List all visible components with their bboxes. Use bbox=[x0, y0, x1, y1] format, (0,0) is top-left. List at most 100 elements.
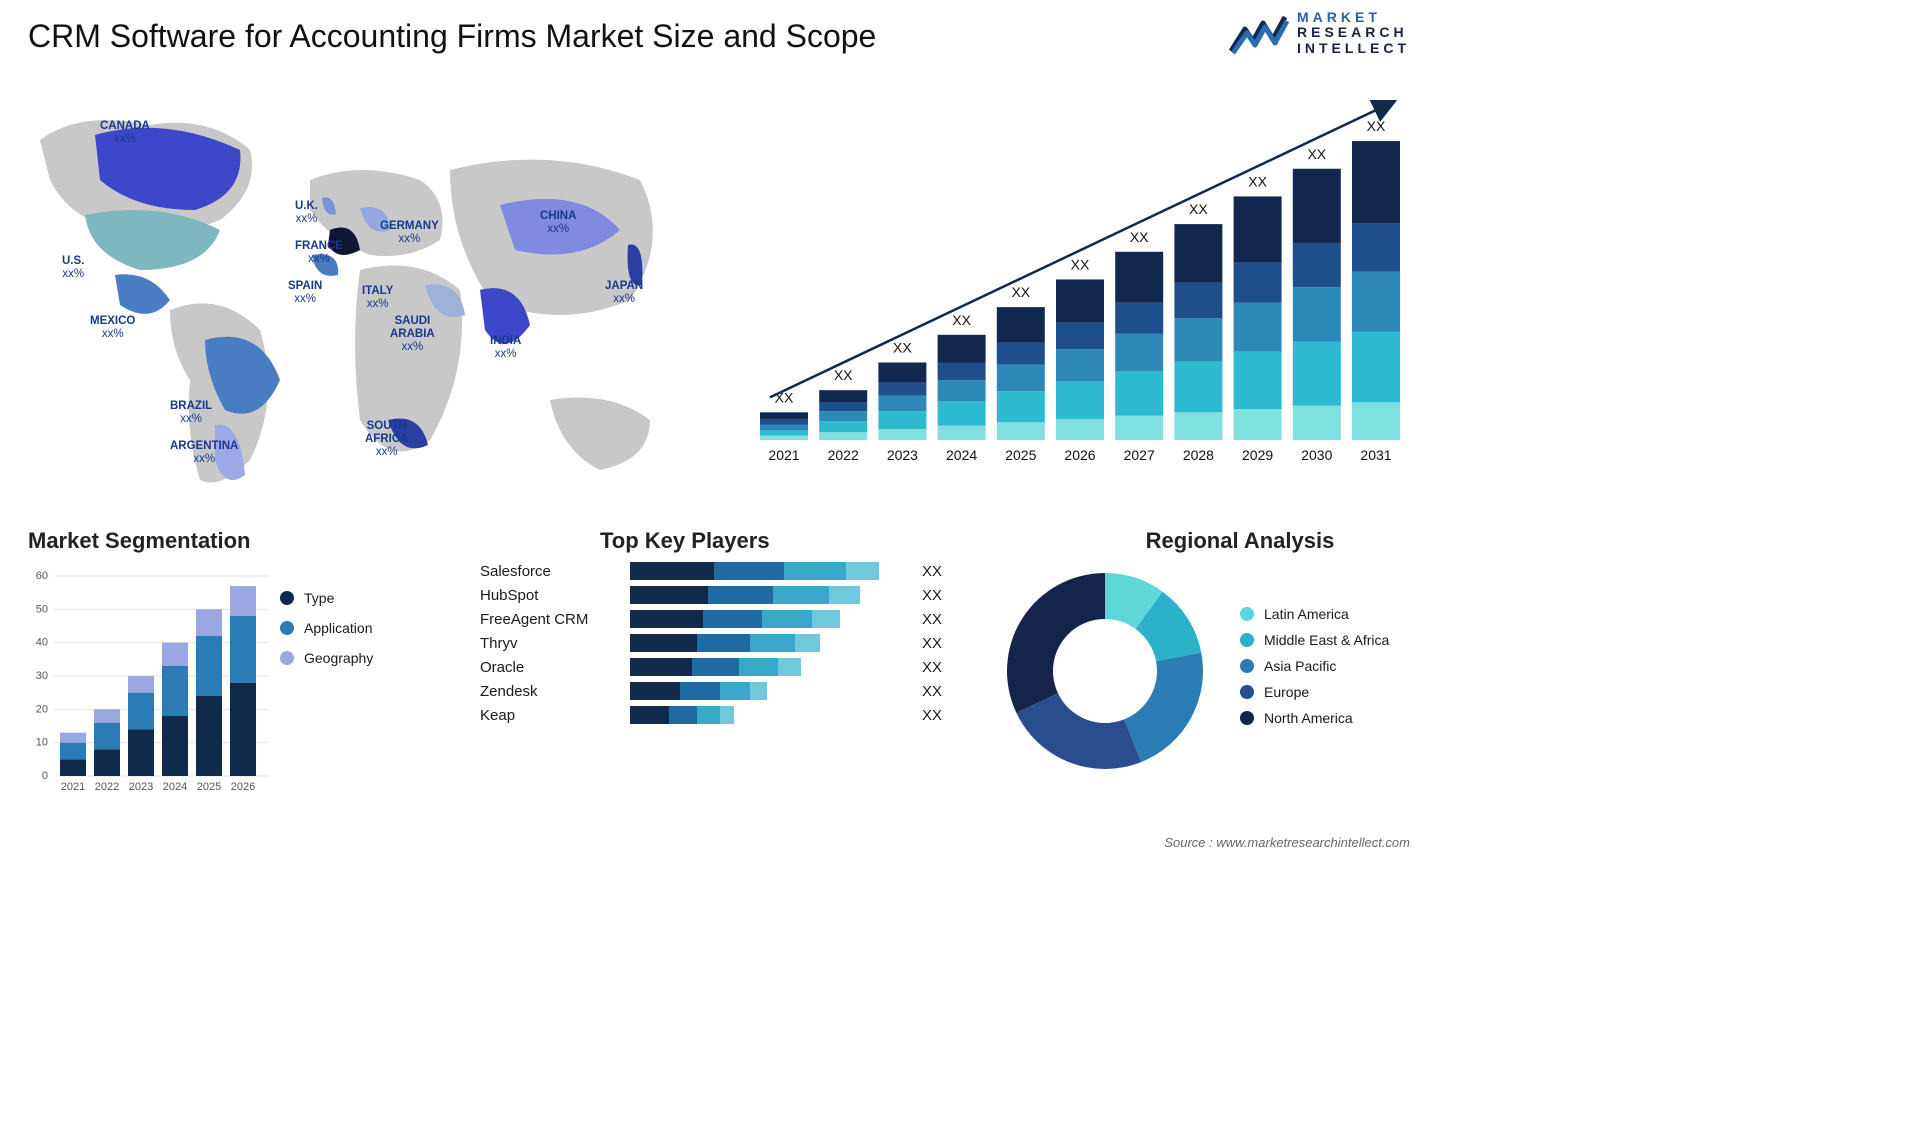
svg-text:XX: XX bbox=[952, 312, 971, 328]
player-value: XX bbox=[922, 683, 942, 700]
svg-text:0: 0 bbox=[42, 770, 48, 782]
svg-text:30: 30 bbox=[36, 670, 48, 682]
player-name: FreeAgent CRM bbox=[480, 611, 630, 628]
svg-text:2022: 2022 bbox=[828, 447, 859, 463]
map-label: FRANCExx% bbox=[295, 240, 343, 266]
svg-text:XX: XX bbox=[1248, 173, 1267, 189]
svg-text:2021: 2021 bbox=[768, 447, 799, 463]
svg-text:2025: 2025 bbox=[197, 781, 221, 793]
regional-section: Regional Analysis Latin America Middle Ea… bbox=[1000, 528, 1420, 776]
legend-item: North America bbox=[1240, 710, 1389, 726]
legend-item: Geography bbox=[280, 650, 373, 666]
svg-text:2026: 2026 bbox=[1064, 447, 1095, 463]
player-bar bbox=[630, 682, 910, 700]
map-label: SPAINxx% bbox=[288, 280, 322, 306]
players-section: SalesforceXXHubSpotXXFreeAgent CRMXXThry… bbox=[480, 562, 980, 730]
logo-mark-icon bbox=[1229, 11, 1289, 55]
player-row: FreeAgent CRM XX bbox=[480, 610, 980, 628]
svg-text:2031: 2031 bbox=[1360, 447, 1391, 463]
svg-text:XX: XX bbox=[1011, 284, 1030, 300]
svg-text:2023: 2023 bbox=[887, 447, 918, 463]
players-title: Top Key Players bbox=[600, 528, 770, 554]
map-label: MEXICOxx% bbox=[90, 315, 135, 341]
svg-text:2024: 2024 bbox=[946, 447, 977, 463]
world-map: CANADAxx% U.S.xx% MEXICOxx% BRAZILxx% ARGENT… bbox=[20, 90, 720, 490]
player-value: XX bbox=[922, 611, 942, 628]
svg-text:XX: XX bbox=[893, 340, 912, 356]
segmentation-legend: Type Application Geography bbox=[280, 590, 373, 680]
map-label: INDIAxx% bbox=[490, 335, 521, 361]
player-bar bbox=[630, 634, 910, 652]
regional-title: Regional Analysis bbox=[1000, 528, 1420, 554]
logo-line2: RESEARCH bbox=[1297, 25, 1410, 40]
regional-legend: Latin America Middle East & Africa Asia Pa… bbox=[1240, 606, 1389, 736]
player-name: HubSpot bbox=[480, 587, 630, 604]
svg-text:10: 10 bbox=[36, 737, 48, 749]
svg-text:XX: XX bbox=[1307, 146, 1326, 162]
svg-text:XX: XX bbox=[1130, 229, 1149, 245]
legend-item: Latin America bbox=[1240, 606, 1389, 622]
player-bar bbox=[630, 658, 910, 676]
player-value: XX bbox=[922, 707, 942, 724]
svg-text:2027: 2027 bbox=[1124, 447, 1155, 463]
player-name: Salesforce bbox=[480, 563, 630, 580]
svg-text:XX: XX bbox=[1189, 201, 1208, 217]
svg-text:XX: XX bbox=[1071, 256, 1090, 272]
legend-item: Europe bbox=[1240, 684, 1389, 700]
player-row: HubSpot XX bbox=[480, 586, 980, 604]
source-text: Source : www.marketresearchintellect.com bbox=[1164, 835, 1410, 850]
logo: MARKET RESEARCH INTELLECT bbox=[1229, 10, 1410, 56]
svg-text:50: 50 bbox=[36, 603, 48, 615]
map-label: CANADAxx% bbox=[100, 120, 150, 146]
player-row: Oracle XX bbox=[480, 658, 980, 676]
logo-line3: INTELLECT bbox=[1297, 41, 1410, 56]
player-value: XX bbox=[922, 563, 942, 580]
segmentation-section: Market Segmentation 0 10 20 30 40 50 60 2021 202… bbox=[28, 528, 448, 798]
svg-text:2023: 2023 bbox=[129, 781, 153, 793]
segmentation-title: Market Segmentation bbox=[28, 528, 448, 554]
player-row: Keap XX bbox=[480, 706, 980, 724]
map-label: CHINAxx% bbox=[540, 210, 576, 236]
legend-item: Asia Pacific bbox=[1240, 658, 1389, 674]
svg-text:40: 40 bbox=[36, 637, 48, 649]
player-value: XX bbox=[922, 635, 942, 652]
svg-text:2021: 2021 bbox=[61, 781, 85, 793]
svg-text:2029: 2029 bbox=[1242, 447, 1273, 463]
player-name: Oracle bbox=[480, 659, 630, 676]
map-label: SOUTHAFRICAxx% bbox=[365, 420, 408, 460]
map-label: SAUDIARABIAxx% bbox=[390, 315, 435, 355]
svg-text:2024: 2024 bbox=[163, 781, 187, 793]
svg-text:2026: 2026 bbox=[231, 781, 255, 793]
legend-item: Middle East & Africa bbox=[1240, 632, 1389, 648]
svg-text:XX: XX bbox=[1367, 118, 1386, 134]
map-label: ITALYxx% bbox=[362, 285, 393, 311]
trend-chart: XX 2021 XX 2022 XX 2023 XX 2024 XX 2025 XX 2026 XX 20… bbox=[750, 100, 1410, 470]
player-name: Thryv bbox=[480, 635, 630, 652]
player-name: Keap bbox=[480, 707, 630, 724]
player-row: Thryv XX bbox=[480, 634, 980, 652]
page-title: CRM Software for Accounting Firms Market… bbox=[28, 18, 876, 55]
map-label: BRAZILxx% bbox=[170, 400, 212, 426]
svg-text:20: 20 bbox=[36, 703, 48, 715]
map-label: U.K.xx% bbox=[295, 200, 318, 226]
svg-text:2025: 2025 bbox=[1005, 447, 1036, 463]
player-bar bbox=[630, 706, 910, 724]
map-label: JAPANxx% bbox=[605, 280, 643, 306]
player-bar bbox=[630, 586, 910, 604]
map-label: ARGENTINAxx% bbox=[170, 440, 238, 466]
map-label: U.S.xx% bbox=[62, 255, 84, 281]
player-value: XX bbox=[922, 659, 942, 676]
player-value: XX bbox=[922, 587, 942, 604]
player-row: Zendesk XX bbox=[480, 682, 980, 700]
player-name: Zendesk bbox=[480, 683, 630, 700]
player-row: Salesforce XX bbox=[480, 562, 980, 580]
svg-text:2022: 2022 bbox=[95, 781, 119, 793]
svg-text:2028: 2028 bbox=[1183, 447, 1214, 463]
svg-text:XX: XX bbox=[834, 367, 853, 383]
legend-item: Type bbox=[280, 590, 373, 606]
svg-text:2030: 2030 bbox=[1301, 447, 1332, 463]
legend-item: Application bbox=[280, 620, 373, 636]
player-bar bbox=[630, 562, 910, 580]
map-label: GERMANYxx% bbox=[380, 220, 439, 246]
svg-text:60: 60 bbox=[36, 570, 48, 582]
